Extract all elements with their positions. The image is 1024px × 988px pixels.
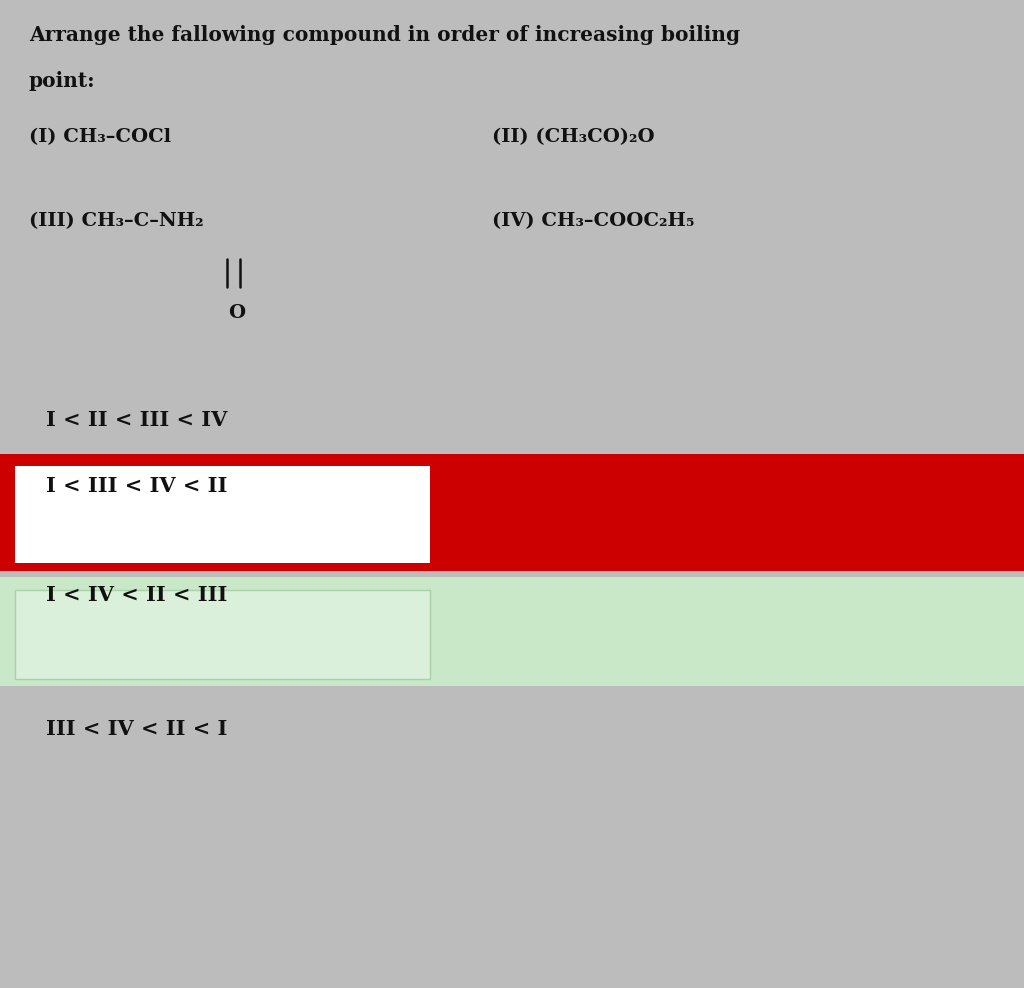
Text: III < IV < II < I: III < IV < II < I [46,719,227,739]
Text: I < II < III < IV: I < II < III < IV [46,410,227,430]
Text: (I) CH₃–COCl: (I) CH₃–COCl [29,128,171,146]
Text: I < IV < II < III: I < IV < II < III [46,585,227,605]
Text: O: O [228,304,246,322]
Bar [0,454,1024,571]
Text: Arrange the fallowing compound in order of increasing boiling: Arrange the fallowing compound in order … [29,25,739,44]
Text: I < III < IV < II: I < III < IV < II [46,476,227,496]
Text: (II) (CH₃CO)₂O: (II) (CH₃CO)₂O [492,128,654,146]
Bar [15,466,430,563]
Text: (IV) CH₃–COOC₂H₅: (IV) CH₃–COOC₂H₅ [492,212,694,230]
Text: point:: point: [29,71,95,91]
Bar [0,577,1024,686]
Text: (III) CH₃–C–NH₂: (III) CH₃–C–NH₂ [29,212,204,230]
Bar [15,590,430,679]
